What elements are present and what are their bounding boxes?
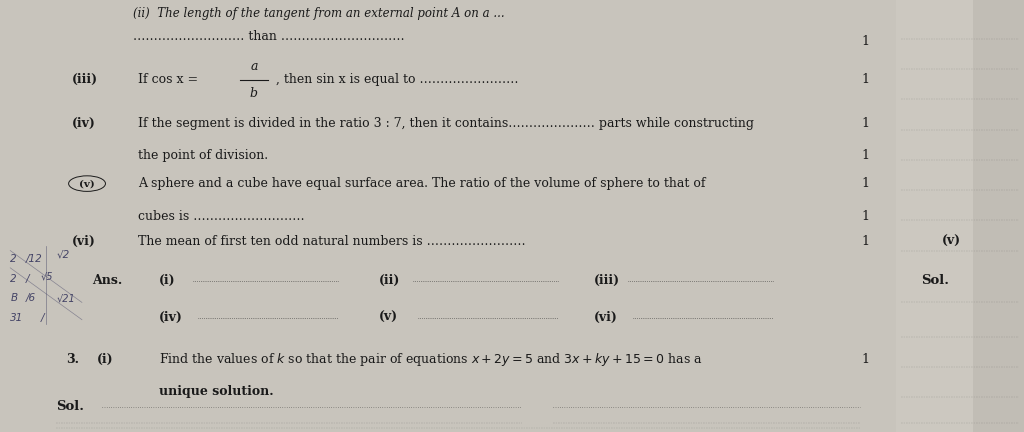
Text: /: / [41,312,44,323]
Text: /12: /12 [26,254,42,264]
Text: (iv): (iv) [159,311,182,324]
Text: B: B [10,293,17,303]
Text: , then sin x is equal to ……………………: , then sin x is equal to …………………… [276,73,519,86]
Text: The mean of first ten odd natural numbers is ……………………: The mean of first ten odd natural number… [138,235,526,248]
Text: (iii): (iii) [72,73,98,86]
Text: 31: 31 [10,312,24,323]
Text: (vi): (vi) [594,311,617,324]
Text: 3.: 3. [67,353,80,366]
Text: (vi): (vi) [72,235,95,248]
Text: If cos x =: If cos x = [138,73,199,86]
Text: (iii): (iii) [594,274,621,287]
Text: Sol.: Sol. [56,400,84,413]
Text: If the segment is divided in the ratio 3 : 7, then it contains………………… parts whil: If the segment is divided in the ratio 3… [138,117,755,130]
Text: (i): (i) [159,274,175,287]
Text: 1: 1 [861,149,869,162]
Text: a: a [250,60,258,73]
Text: 2: 2 [10,254,16,264]
Text: b: b [250,87,258,100]
Bar [973,0,1024,432]
Text: 1: 1 [861,35,869,48]
Bar [896,0,1024,432]
Text: √2: √2 [56,250,70,260]
Text: 2: 2 [10,273,16,284]
Text: (iv): (iv) [72,117,95,130]
Text: (ii)  The length of the tangent from an external point A on a ...: (ii) The length of the tangent from an e… [133,7,505,20]
Text: unique solution.: unique solution. [159,385,273,398]
Text: Find the values of $k$ so that the pair of equations $x + 2y = 5$ and $3x + ky +: Find the values of $k$ so that the pair … [159,351,702,368]
Text: √5: √5 [41,271,53,282]
Text: 1: 1 [861,235,869,248]
Text: A sphere and a cube have equal surface area. The ratio of the volume of sphere t: A sphere and a cube have equal surface a… [138,177,706,190]
Text: /6: /6 [26,293,36,303]
Text: 1: 1 [861,177,869,190]
Text: cubes is ………………………: cubes is ……………………… [138,210,305,222]
Text: (v): (v) [379,311,398,324]
Text: /: / [26,273,29,284]
Text: Sol.: Sol. [922,274,949,287]
Text: (v): (v) [79,179,95,188]
Text: (i): (i) [97,353,114,366]
Text: (v): (v) [942,235,962,248]
Text: ……………………… than …………………………: ……………………… than ………………………… [133,30,404,43]
Text: √21: √21 [56,293,75,303]
Text: 1: 1 [861,210,869,222]
Text: (ii): (ii) [379,274,400,287]
Text: 1: 1 [861,117,869,130]
Text: Ans.: Ans. [92,274,123,287]
Text: 1: 1 [861,73,869,86]
Text: the point of division.: the point of division. [138,149,268,162]
Text: 1: 1 [861,353,869,366]
